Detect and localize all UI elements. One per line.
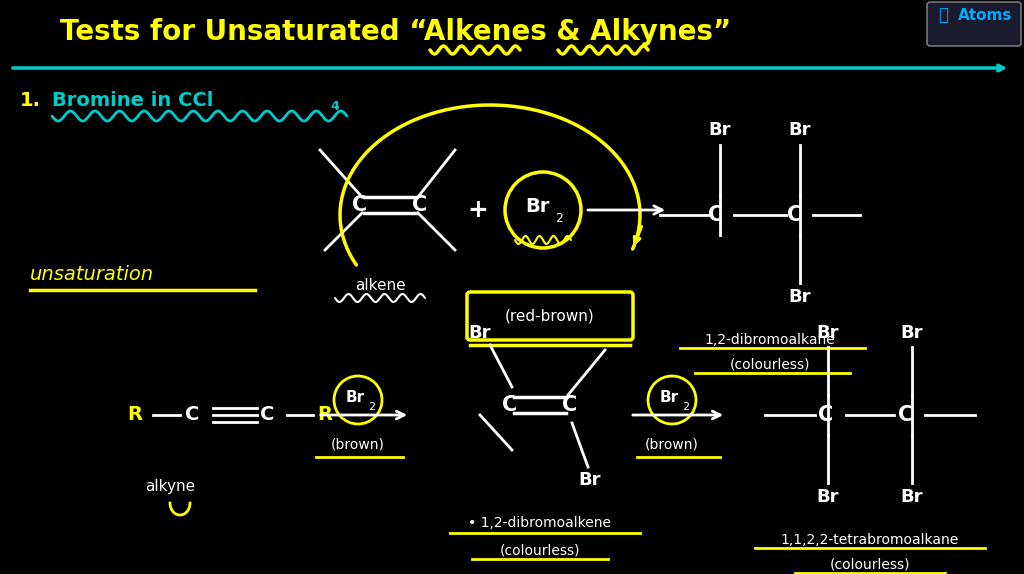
Text: Br: Br — [817, 324, 840, 342]
Text: 4: 4 — [330, 99, 339, 113]
Text: C: C — [898, 405, 913, 425]
Text: C: C — [787, 205, 803, 225]
Text: Br: Br — [788, 121, 811, 139]
Text: C: C — [352, 195, 368, 215]
Text: alkene: alkene — [354, 277, 406, 293]
Text: Br: Br — [659, 390, 679, 405]
Text: Br: Br — [901, 488, 924, 506]
Text: C: C — [260, 405, 274, 425]
Text: (brown): (brown) — [645, 438, 699, 452]
Text: Br: Br — [817, 488, 840, 506]
Text: 1,2-dibromoalkane: 1,2-dibromoalkane — [705, 333, 836, 347]
Text: +: + — [468, 198, 488, 222]
FancyBboxPatch shape — [927, 2, 1021, 46]
Text: 2: 2 — [369, 402, 376, 412]
Text: Atoms: Atoms — [958, 7, 1013, 22]
Text: • 1,2-dibromoalkene: • 1,2-dibromoalkene — [469, 516, 611, 530]
Text: Ⓜ: Ⓜ — [938, 6, 948, 24]
Text: Br: Br — [901, 324, 924, 342]
Text: unsaturation: unsaturation — [30, 266, 155, 285]
Text: (red-brown): (red-brown) — [505, 308, 595, 324]
Text: Br: Br — [469, 324, 492, 342]
Text: R: R — [317, 405, 333, 425]
Text: Br: Br — [709, 121, 731, 139]
Text: Br: Br — [579, 471, 601, 489]
Text: C: C — [184, 405, 200, 425]
Text: (colourless): (colourless) — [730, 358, 810, 372]
Text: (brown): (brown) — [331, 438, 385, 452]
Text: C: C — [413, 195, 428, 215]
FancyBboxPatch shape — [467, 292, 633, 340]
Text: (colourless): (colourless) — [500, 543, 581, 557]
Text: Bromine in CCl: Bromine in CCl — [52, 91, 213, 110]
Text: 1.: 1. — [20, 91, 41, 110]
Text: C: C — [818, 405, 834, 425]
Text: 2: 2 — [682, 402, 689, 412]
Text: 2: 2 — [555, 211, 563, 224]
Text: Tests for Unsaturated “Alkenes & Alkynes”: Tests for Unsaturated “Alkenes & Alkynes… — [60, 18, 731, 46]
Text: Br: Br — [788, 288, 811, 306]
Text: C: C — [709, 205, 724, 225]
Text: C: C — [562, 395, 578, 415]
Text: 1,1,2,2-tetrabromoalkane: 1,1,2,2-tetrabromoalkane — [781, 533, 959, 547]
Text: R: R — [128, 405, 142, 425]
Text: Br: Br — [345, 390, 365, 405]
Text: Br: Br — [525, 197, 549, 216]
Text: alkyne: alkyne — [145, 479, 195, 494]
Text: C: C — [503, 395, 517, 415]
Text: (colourless): (colourless) — [829, 558, 910, 572]
